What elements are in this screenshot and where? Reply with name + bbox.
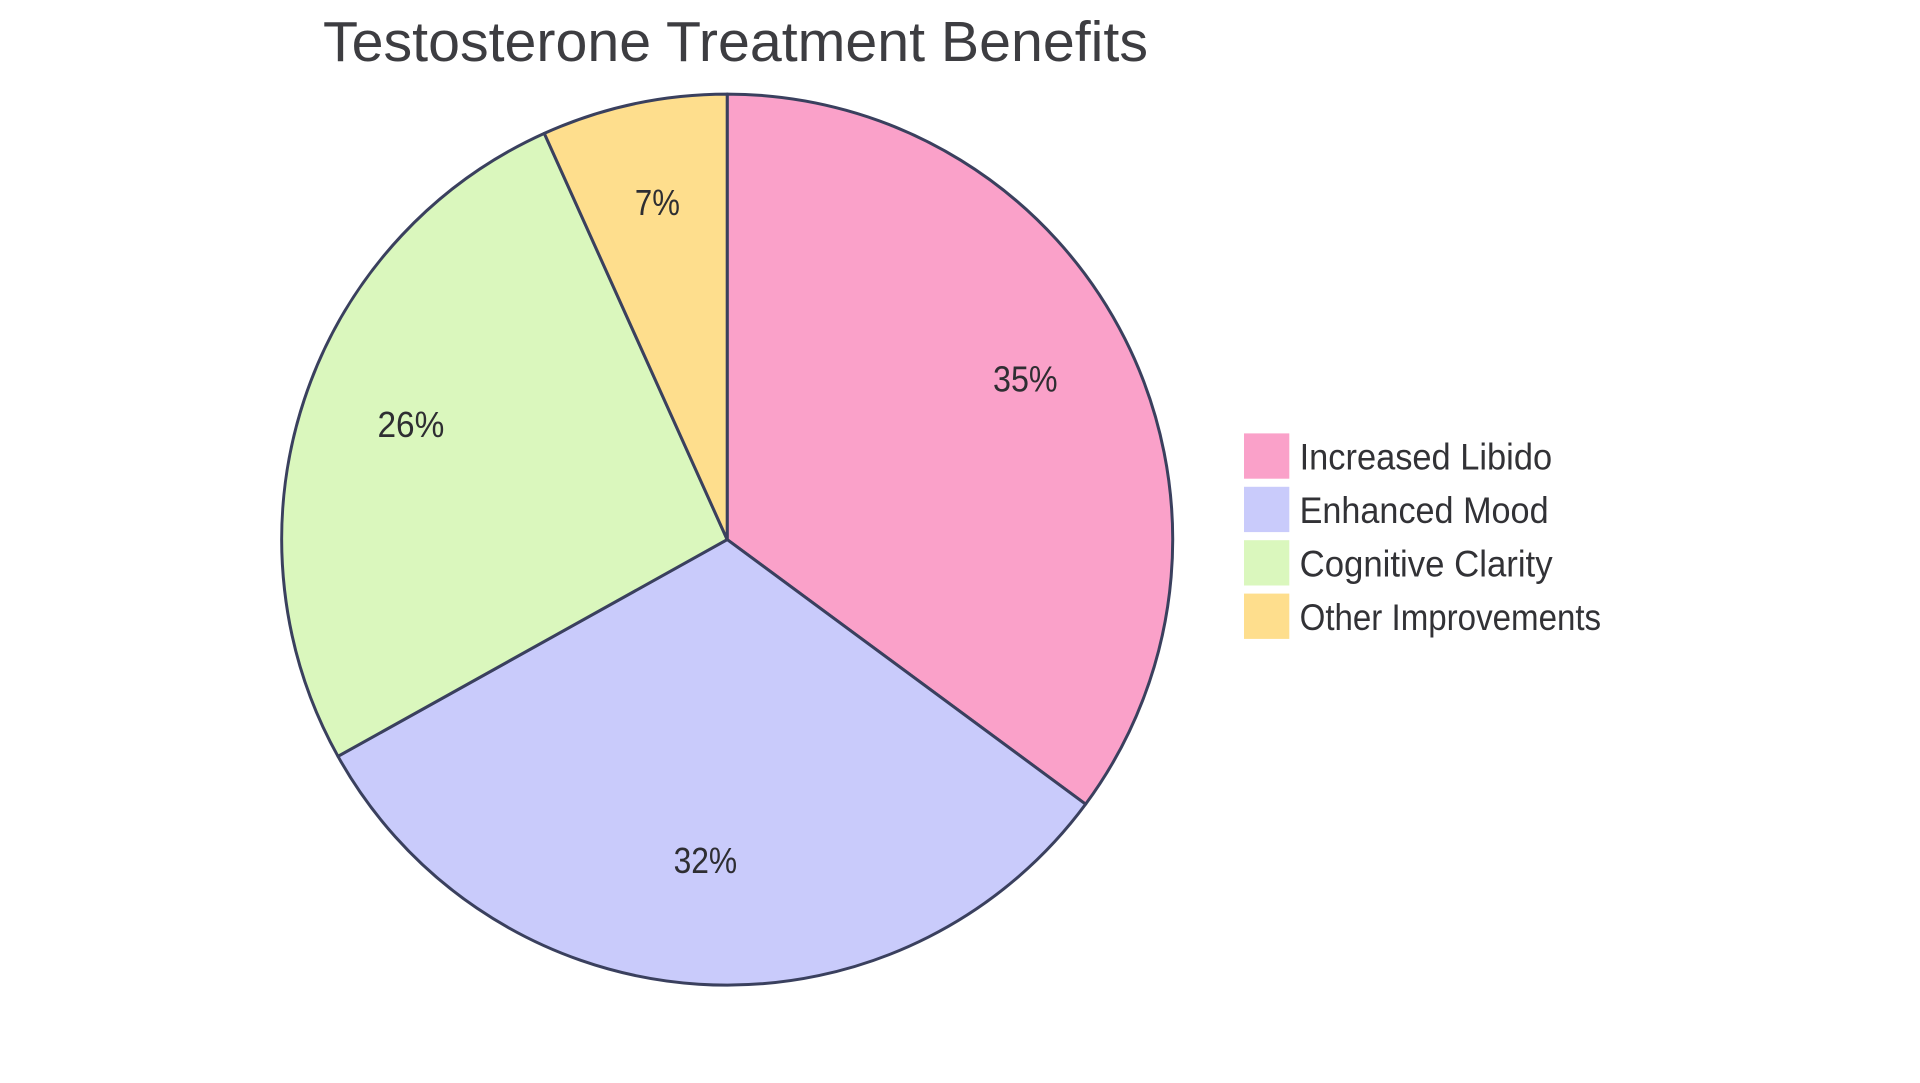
svg-text:Increased Libido: Increased Libido (1300, 437, 1553, 478)
svg-text:Enhanced Mood: Enhanced Mood (1300, 490, 1549, 531)
svg-text:Cognitive Clarity: Cognitive Clarity (1300, 543, 1553, 584)
svg-text:35%: 35% (993, 358, 1058, 399)
svg-text:32%: 32% (674, 840, 738, 881)
svg-text:26%: 26% (377, 404, 444, 445)
svg-text:Testosterone Treatment Benefit: Testosterone Treatment Benefits (323, 10, 1148, 74)
svg-text:7%: 7% (635, 182, 680, 223)
svg-text:Other Improvements: Other Improvements (1300, 597, 1602, 638)
